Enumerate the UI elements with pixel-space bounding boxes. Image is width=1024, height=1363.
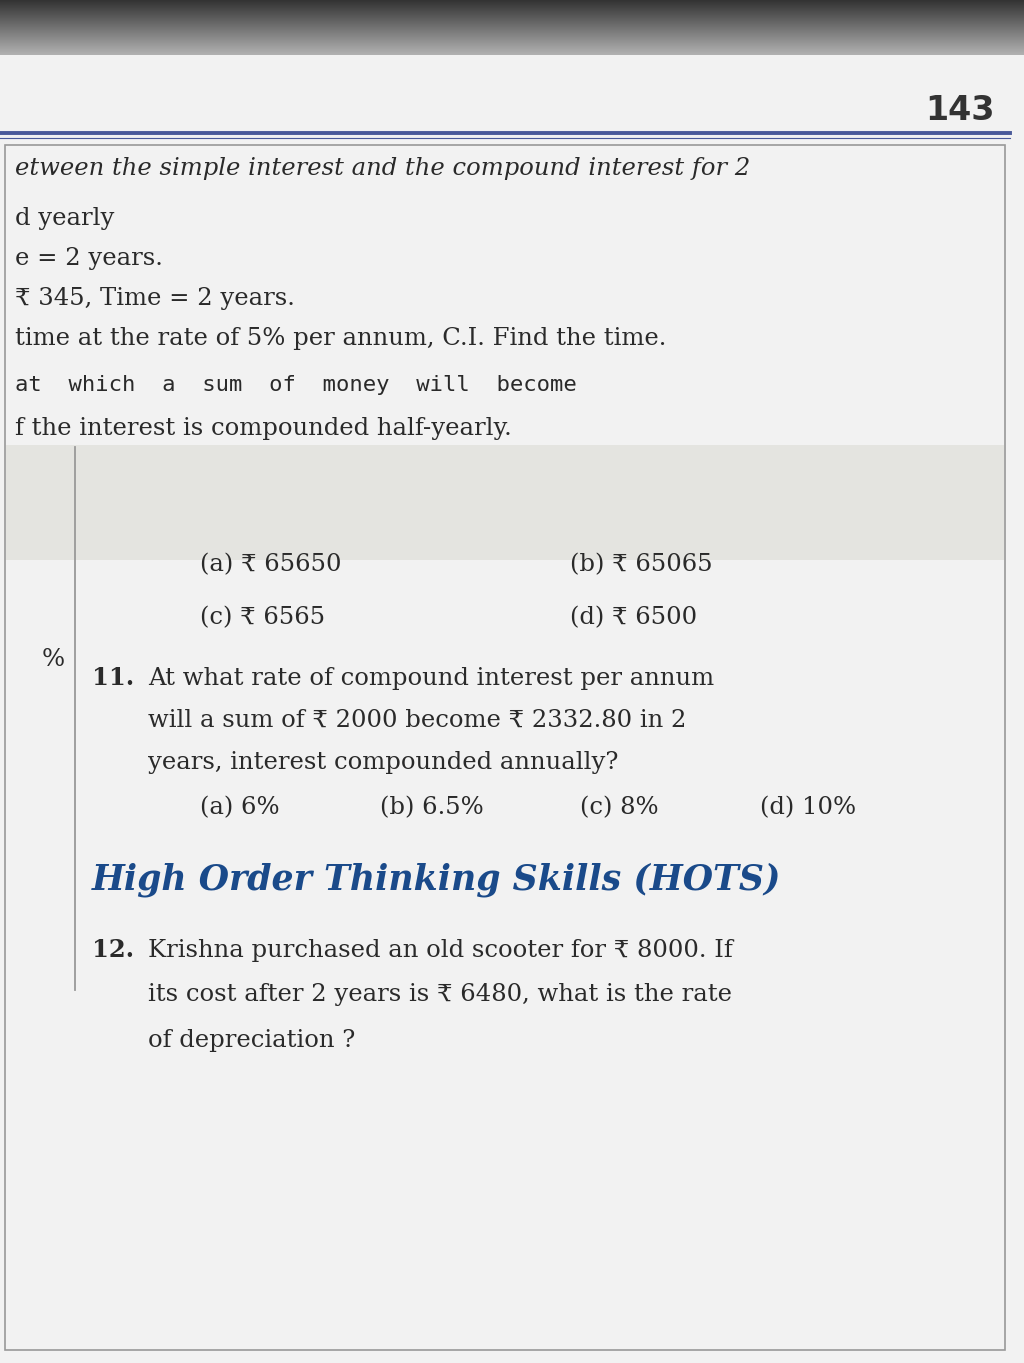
Text: its cost after 2 years is ₹ 6480, what is the rate: its cost after 2 years is ₹ 6480, what i… <box>148 984 732 1006</box>
Polygon shape <box>0 0 1024 60</box>
Text: Krishna purchased an old scooter for ₹ 8000. If: Krishna purchased an old scooter for ₹ 8… <box>148 939 733 961</box>
Text: 11.: 11. <box>92 667 134 690</box>
Text: of depreciation ?: of depreciation ? <box>148 1029 355 1051</box>
FancyBboxPatch shape <box>0 55 1024 1363</box>
Text: time at the rate of 5% per annum, C.I. Find the time.: time at the rate of 5% per annum, C.I. F… <box>15 327 667 349</box>
Text: (d) 10%: (d) 10% <box>760 796 856 819</box>
Text: (b) ₹ 65065: (b) ₹ 65065 <box>570 553 713 577</box>
Text: (c) ₹ 6565: (c) ₹ 6565 <box>200 607 326 630</box>
Text: will a sum of ₹ 2000 become ₹ 2332.80 in 2: will a sum of ₹ 2000 become ₹ 2332.80 in… <box>148 709 686 732</box>
Text: e = 2 years.: e = 2 years. <box>15 247 163 270</box>
FancyBboxPatch shape <box>5 144 1005 1349</box>
Text: 12.: 12. <box>92 938 134 962</box>
Text: f the interest is compounded half-yearly.: f the interest is compounded half-yearly… <box>15 417 512 439</box>
Text: High Order Thinking Skills (HOTS): High Order Thinking Skills (HOTS) <box>92 863 781 897</box>
Text: At what rate of compound interest per annum: At what rate of compound interest per an… <box>148 667 714 690</box>
Text: d yearly: d yearly <box>15 207 115 229</box>
Text: (d) ₹ 6500: (d) ₹ 6500 <box>570 607 697 630</box>
Text: years, interest compounded annually?: years, interest compounded annually? <box>148 751 618 773</box>
Text: (b) 6.5%: (b) 6.5% <box>380 796 483 819</box>
Text: (a) ₹ 65650: (a) ₹ 65650 <box>200 553 341 577</box>
Text: at  which  a  sum  of  money  will  become: at which a sum of money will become <box>15 375 577 395</box>
Text: %: % <box>42 649 66 672</box>
Text: etween the simple interest and the compound interest for 2: etween the simple interest and the compo… <box>15 157 751 180</box>
Text: (c) 8%: (c) 8% <box>580 796 658 819</box>
FancyBboxPatch shape <box>6 444 1004 560</box>
FancyBboxPatch shape <box>0 55 1024 114</box>
FancyBboxPatch shape <box>0 55 1024 140</box>
Text: 143: 143 <box>926 94 995 127</box>
Text: ₹ 345, Time = 2 years.: ₹ 345, Time = 2 years. <box>15 286 295 309</box>
Text: (a) 6%: (a) 6% <box>200 796 280 819</box>
